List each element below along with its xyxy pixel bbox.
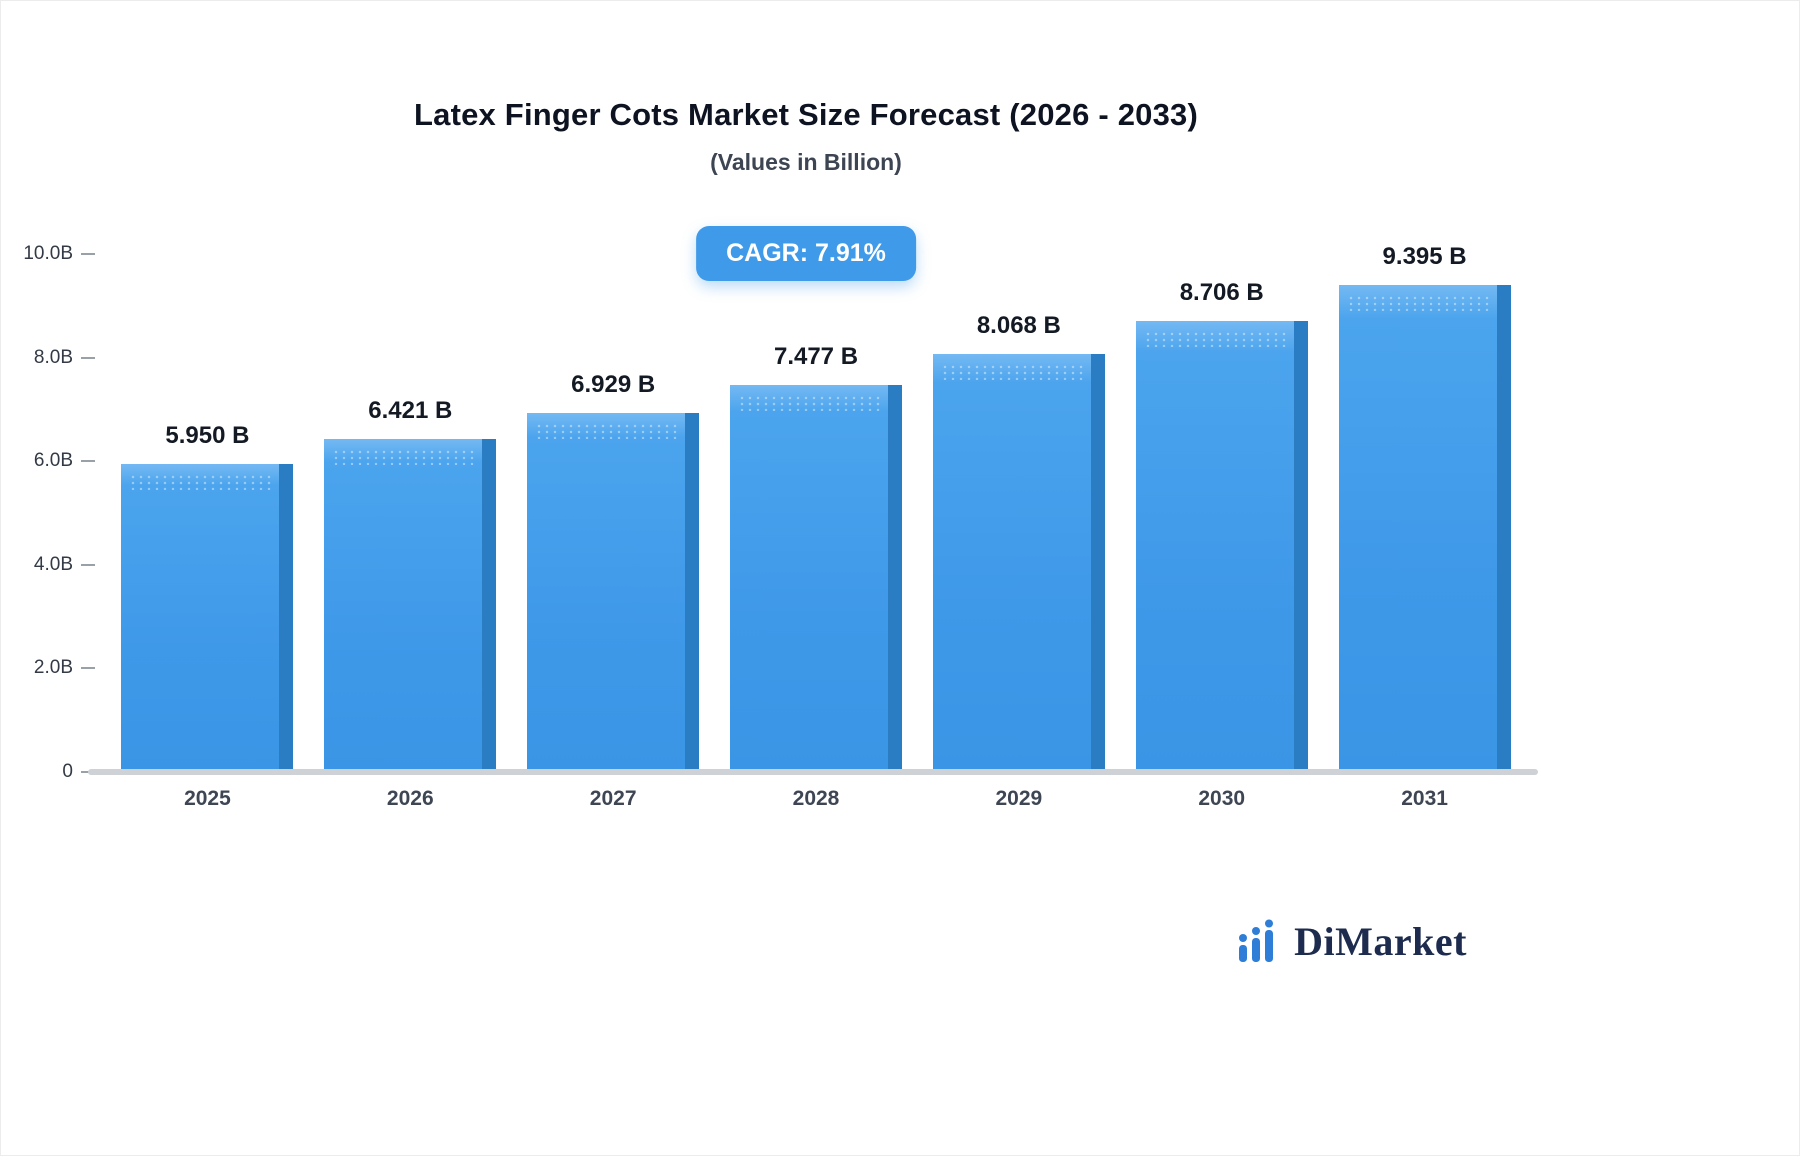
y-tick-mark — [81, 563, 95, 566]
bar-side — [685, 413, 700, 772]
bar-face — [730, 384, 888, 772]
plot-area: 5.950 B 6.421 B 6.929 B 7.477 B 8.068 B 8.706… — [106, 243, 1526, 772]
bar-face — [121, 463, 280, 772]
bar: 9.395 B — [1338, 243, 1511, 772]
bar: 6.929 B — [527, 371, 700, 772]
y-tick-label: 8.0B — [33, 346, 73, 368]
bar-face — [932, 354, 1091, 772]
x-axis-label: 2026 — [386, 787, 434, 810]
y-axis: 0 2.0B 4.0B 6.0B 8.0B 10.0B — [1, 243, 101, 782]
x-axis-label: 2031 — [1401, 787, 1448, 810]
x-axis-label: 2025 — [184, 787, 231, 810]
x-axis-label: 2028 — [792, 787, 840, 810]
y-tick-label: 4.0B — [33, 553, 73, 575]
bar-face — [1135, 321, 1294, 772]
bar-face — [527, 413, 686, 772]
y-tick-mark — [81, 667, 95, 670]
brand-name: DiMarket — [1294, 919, 1467, 964]
x-axis-label: 2030 — [1198, 787, 1246, 810]
bar-face — [324, 439, 483, 772]
bar-value-label: 6.421 B — [368, 397, 453, 425]
y-tick-label: 10.0B — [23, 243, 73, 264]
bar-face — [1338, 285, 1497, 772]
bar-side — [1293, 321, 1308, 772]
chart-subtitle: (Values in Billion) — [710, 149, 902, 175]
bar-value-label: 8.068 B — [976, 312, 1061, 340]
bar: 7.477 B — [730, 343, 902, 772]
x-axis-baseline — [88, 769, 1538, 775]
bar-side — [482, 439, 497, 772]
cagr-badge: CAGR: 7.91% — [696, 226, 916, 281]
bar-side — [279, 463, 294, 772]
bar-slot: 8.068 B — [917, 254, 1120, 772]
y-tick-mark — [81, 460, 95, 463]
x-axis-label: 2027 — [589, 787, 637, 810]
bar-chart-logo-icon — [1239, 919, 1274, 962]
bar-slot: 9.395 B — [1323, 243, 1526, 772]
y-tick-label: 0 — [62, 761, 73, 782]
bar-slot: 8.706 B — [1120, 254, 1323, 772]
bar-value-label: 9.395 B — [1382, 243, 1467, 271]
bar-value-label: 6.929 B — [571, 371, 656, 399]
bar-side — [1090, 354, 1105, 772]
bar-slot: 5.950 B — [106, 254, 309, 772]
bar-slot: 6.929 B — [512, 254, 715, 772]
bar-value-label: 5.950 B — [165, 421, 250, 449]
brand-logo: DiMarket — [1236, 918, 1467, 965]
bar: 5.950 B — [121, 422, 294, 772]
bar-side — [1496, 285, 1511, 772]
y-tick-mark — [81, 356, 95, 359]
bars-container: 5.950 B 6.421 B 6.929 B 7.477 B 8.068 B 8.706… — [106, 243, 1526, 772]
bar-value-label: 8.706 B — [1179, 279, 1264, 306]
x-axis-label: 2029 — [995, 787, 1043, 810]
bar: 8.706 B — [1135, 279, 1308, 772]
bar-slot: 6.421 B — [309, 254, 512, 772]
bar-slot: 7.477 B — [715, 254, 918, 772]
y-tick-mark — [81, 253, 95, 255]
bar: 8.068 B — [932, 312, 1105, 772]
bar: 6.421 B — [324, 397, 497, 772]
chart-title: Latex Finger Cots Market Size Forecast (… — [414, 97, 1198, 132]
bar-value-label: 7.477 B — [773, 342, 859, 370]
bar-side — [888, 384, 902, 772]
x-axis: 2025 2026 2027 2028 2029 2030 2031 — [106, 787, 1526, 811]
y-tick-label: 2.0B — [33, 657, 73, 679]
y-tick-label: 6.0B — [33, 450, 73, 472]
